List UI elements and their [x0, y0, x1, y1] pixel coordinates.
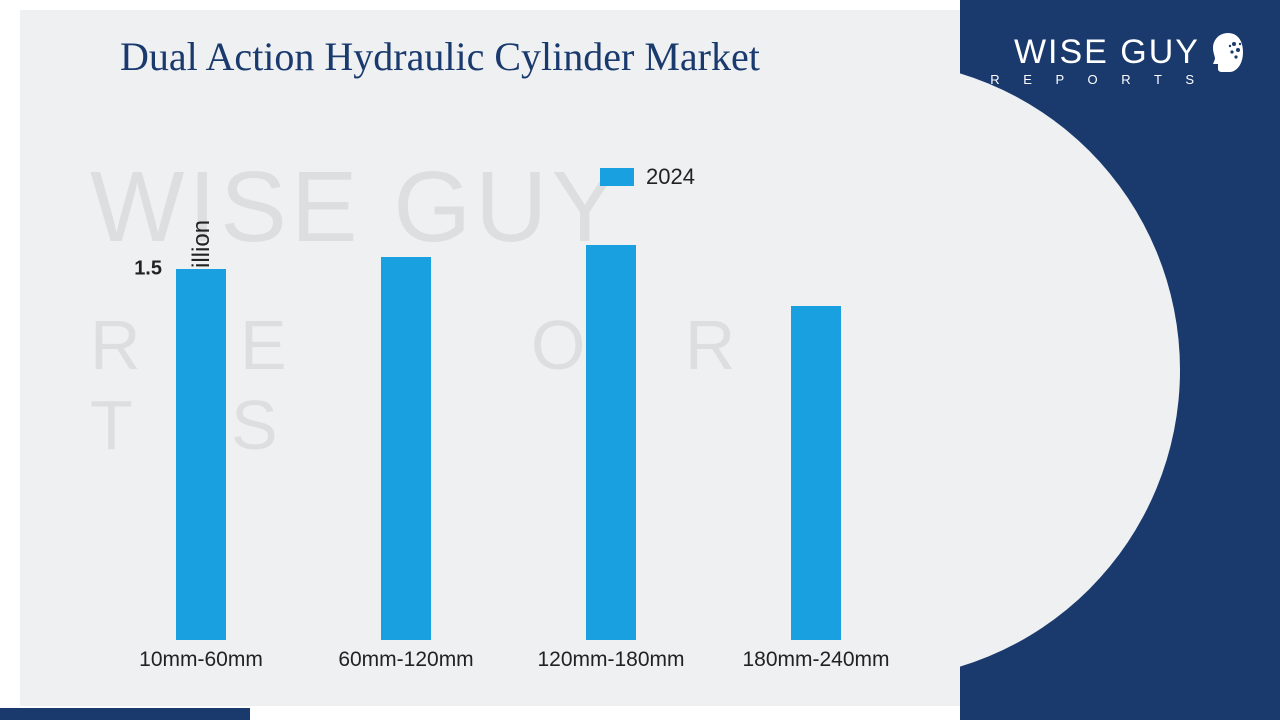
legend-label: 2024 — [646, 164, 695, 190]
brand-logo: WISE GUY R E P O R T S — [990, 30, 1250, 87]
x-label-3: 180mm-240mm — [742, 648, 889, 672]
chart-title: Dual Action Hydraulic Cylinder Market — [120, 34, 760, 80]
x-label-2: 120mm-180mm — [537, 648, 684, 672]
head-icon — [1206, 30, 1250, 74]
logo-top-row: WISE GUY — [990, 30, 1250, 74]
bar-2 — [586, 245, 636, 640]
page: WISE GUY R E P O R T S WISE GUY R E P O … — [0, 0, 1280, 720]
legend: 2024 — [600, 164, 695, 190]
bar-0 — [176, 269, 226, 640]
footer-accent-bar — [0, 708, 250, 720]
bars-container: 10mm-60mm60mm-120mm120mm-180mm180mm-240m… — [120, 220, 940, 640]
bar-1 — [381, 257, 431, 640]
logo-subtext: R E P O R T S — [990, 72, 1204, 87]
x-label-0: 10mm-60mm — [139, 648, 263, 672]
x-label-1: 60mm-120mm — [338, 648, 473, 672]
bar-3 — [791, 306, 841, 640]
legend-swatch — [600, 168, 634, 186]
bar-chart: 1.5 10mm-60mm60mm-120mm120mm-180mm180mm-… — [120, 220, 940, 640]
logo-text: WISE GUY — [1014, 33, 1200, 72]
